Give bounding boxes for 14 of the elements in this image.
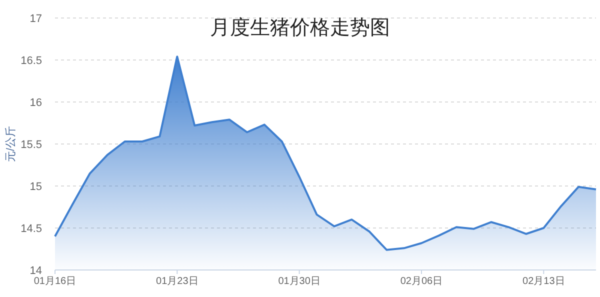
y-tick-label: 16.5 [20, 55, 42, 67]
y-tick-label: 14 [30, 265, 42, 277]
y-tick-label: 14.5 [20, 223, 42, 235]
y-tick-label: 16 [30, 97, 42, 109]
y-tick-label: 17 [30, 13, 42, 25]
chart-title: 月度生猪价格走势图 [210, 17, 390, 39]
y-axis-title: 元/公斤 [4, 126, 17, 162]
x-tick-label: 02月06日 [400, 276, 443, 287]
y-tick-label: 15.5 [20, 139, 42, 151]
x-tick-label: 01月23日 [156, 276, 198, 287]
y-tick-label: 15 [30, 181, 42, 193]
x-tick-label: 01月16日 [34, 276, 76, 287]
x-tick-label: 01月30日 [278, 276, 320, 287]
x-tick-label: 02月13日 [522, 276, 565, 287]
